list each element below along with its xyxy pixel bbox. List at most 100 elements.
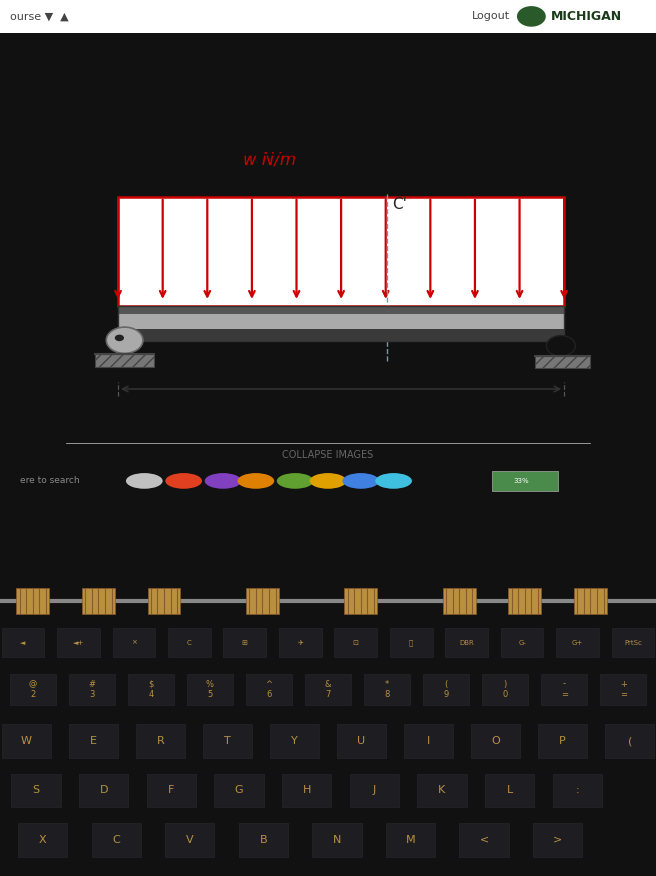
Bar — [118, 306, 564, 341]
Text: &
7: & 7 — [325, 680, 331, 699]
Bar — [600, 674, 646, 705]
Bar — [82, 588, 115, 614]
Text: G+: G+ — [572, 639, 583, 646]
Text: H: H — [302, 786, 311, 795]
Bar — [344, 588, 377, 614]
Bar — [270, 724, 319, 758]
Text: %
5: % 5 — [206, 680, 214, 699]
Text: +
=: + = — [620, 680, 626, 699]
Bar — [165, 823, 215, 857]
Text: Y: Y — [291, 736, 298, 746]
Text: N: N — [333, 835, 341, 844]
Text: P: P — [560, 736, 566, 746]
Bar — [482, 674, 528, 705]
Text: T: T — [224, 736, 231, 746]
Text: For the beam shown below, draw the reactions in the positive cartesian direction: For the beam shown below, draw the react… — [8, 49, 508, 60]
Text: X: X — [39, 835, 47, 844]
Bar — [485, 774, 534, 808]
Text: ere to search: ere to search — [20, 477, 79, 485]
Bar — [12, 774, 61, 808]
Text: w N/m: w N/m — [243, 150, 296, 168]
Text: )
0: ) 0 — [502, 680, 508, 699]
Bar — [1, 628, 45, 657]
Circle shape — [342, 473, 379, 489]
Bar — [350, 774, 399, 808]
Text: O: O — [491, 736, 500, 746]
Bar — [69, 674, 115, 705]
Circle shape — [375, 473, 412, 489]
Text: ⊞: ⊞ — [242, 639, 248, 646]
Bar — [92, 823, 141, 857]
Text: COLLAPSE IMAGES: COLLAPSE IMAGES — [282, 449, 374, 460]
Text: >: > — [553, 835, 562, 844]
Text: C: C — [187, 639, 192, 646]
Bar — [118, 197, 564, 306]
Bar — [69, 724, 118, 758]
Text: MICHIGAN: MICHIGAN — [551, 10, 622, 23]
Bar — [417, 774, 466, 808]
Bar — [0, 0, 656, 32]
Bar — [215, 774, 264, 808]
Bar — [279, 628, 321, 657]
Bar — [246, 588, 279, 614]
Bar — [335, 628, 377, 657]
Text: A: A — [79, 307, 92, 325]
Circle shape — [126, 473, 163, 489]
Text: @
2: @ 2 — [29, 680, 37, 699]
Text: ◄+: ◄+ — [73, 639, 84, 646]
Bar — [118, 328, 564, 341]
Bar — [57, 628, 100, 657]
Text: ◄: ◄ — [20, 639, 26, 646]
Text: ✈: ✈ — [297, 639, 303, 646]
Bar — [203, 724, 252, 758]
Bar — [148, 588, 180, 614]
Circle shape — [205, 473, 241, 489]
Bar — [605, 724, 655, 758]
Text: R: R — [157, 736, 164, 746]
Bar — [492, 471, 558, 491]
Bar — [508, 588, 541, 614]
Bar — [501, 628, 543, 657]
Bar — [612, 628, 655, 657]
Text: L: L — [506, 786, 513, 795]
Text: C': C' — [392, 196, 407, 211]
Text: PrtSc: PrtSc — [624, 639, 642, 646]
Circle shape — [517, 6, 546, 26]
Text: G-: G- — [518, 639, 526, 646]
Text: D: D — [100, 786, 108, 795]
Text: -
=: - = — [561, 680, 567, 699]
Bar — [538, 724, 587, 758]
Text: :: : — [575, 786, 579, 795]
Text: 🔒: 🔒 — [409, 639, 413, 646]
Text: C: C — [384, 366, 396, 385]
Text: L m: L m — [282, 366, 313, 385]
Bar — [386, 823, 435, 857]
Bar — [390, 628, 432, 657]
Bar — [113, 628, 155, 657]
Text: Logout: Logout — [472, 11, 510, 21]
Bar — [305, 674, 351, 705]
Text: C: C — [112, 835, 120, 844]
Text: V: V — [186, 835, 194, 844]
Circle shape — [546, 336, 575, 357]
Text: B: B — [572, 307, 584, 325]
Text: *
8: * 8 — [384, 680, 390, 699]
Circle shape — [277, 473, 314, 489]
Bar — [471, 724, 520, 758]
Bar — [2, 724, 51, 758]
Bar — [187, 674, 233, 705]
Text: F: F — [168, 786, 174, 795]
Bar — [147, 774, 196, 808]
Text: ⊡: ⊡ — [353, 639, 359, 646]
Text: DBR: DBR — [459, 639, 474, 646]
Text: (
9: ( 9 — [443, 680, 449, 699]
Bar — [128, 674, 174, 705]
Bar — [224, 628, 266, 657]
Text: J: J — [373, 786, 376, 795]
Bar — [246, 674, 292, 705]
Text: ^
6: ^ 6 — [266, 680, 272, 699]
Bar — [16, 588, 49, 614]
Text: G: G — [235, 786, 243, 795]
Text: K: K — [438, 786, 445, 795]
Bar — [535, 357, 590, 369]
